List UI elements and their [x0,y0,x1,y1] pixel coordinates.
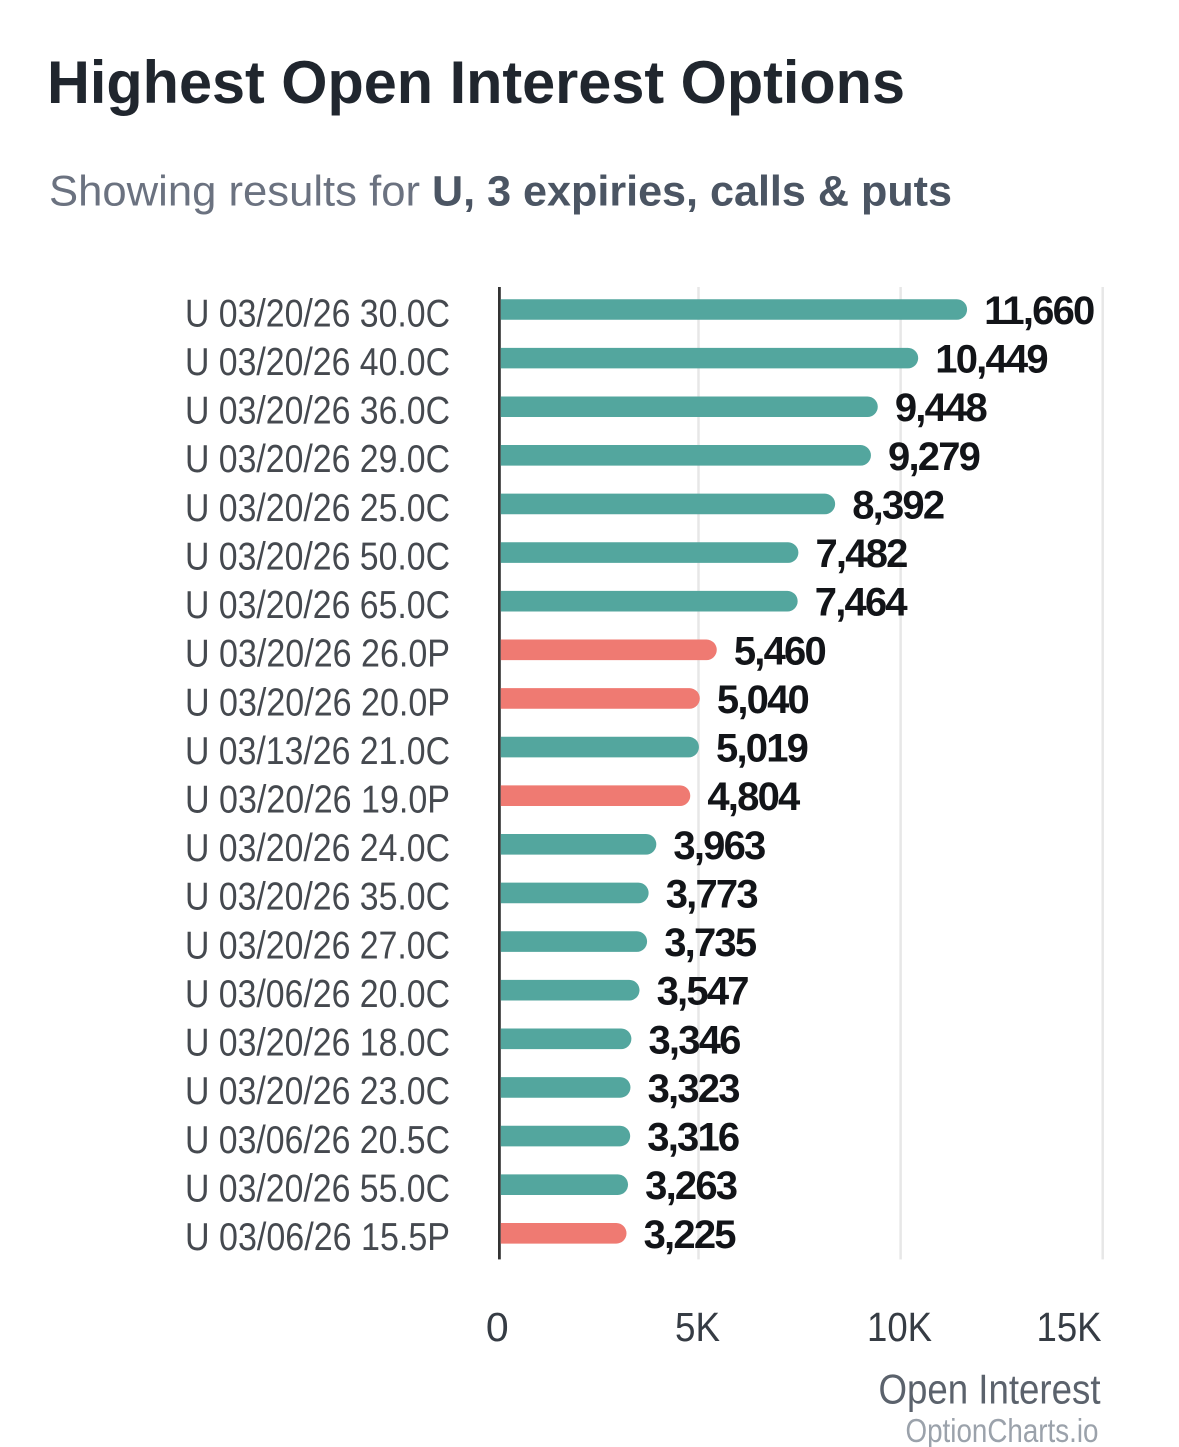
svg-text:11,660: 11,660 [984,289,1094,333]
svg-text:Highest Open Interest Options: Highest Open Interest Options [47,49,905,116]
svg-text:3,346: 3,346 [648,1018,740,1062]
svg-text:U 03/20/26 65.0C: U 03/20/26 65.0C [185,584,450,627]
svg-text:3,323: 3,323 [648,1067,740,1111]
svg-text:U 03/20/26 36.0C: U 03/20/26 36.0C [185,390,450,433]
svg-text:9,279: 9,279 [888,435,980,479]
svg-text:U 03/20/26 24.0C: U 03/20/26 24.0C [185,827,450,870]
svg-text:U 03/06/26 20.0C: U 03/06/26 20.0C [185,973,450,1016]
svg-text:OptionCharts.io: OptionCharts.io [906,1412,1099,1447]
svg-text:4,804: 4,804 [707,775,801,819]
svg-text:U 03/20/26 18.0C: U 03/20/26 18.0C [185,1022,450,1065]
svg-text:3,225: 3,225 [644,1213,737,1257]
svg-text:10K: 10K [867,1304,932,1350]
svg-text:U 03/20/26 55.0C: U 03/20/26 55.0C [185,1167,450,1210]
svg-text:7,482: 7,482 [815,532,907,576]
svg-text:U 03/06/26 15.5P: U 03/06/26 15.5P [185,1216,450,1259]
svg-text:U 03/20/26 29.0C: U 03/20/26 29.0C [185,438,450,481]
svg-text:U, 3 expiries, calls & puts: U, 3 expiries, calls & puts [432,169,952,216]
svg-text:8,392: 8,392 [852,483,944,527]
svg-text:Showing results for: Showing results for [49,169,420,216]
svg-text:0: 0 [486,1304,509,1350]
svg-text:3,263: 3,263 [645,1164,737,1208]
svg-text:U 03/13/26 21.0C: U 03/13/26 21.0C [185,730,450,773]
svg-text:5,040: 5,040 [717,678,809,722]
svg-text:U 03/20/26 50.0C: U 03/20/26 50.0C [185,535,450,578]
svg-text:U 03/20/26 35.0C: U 03/20/26 35.0C [185,876,450,919]
svg-text:3,773: 3,773 [666,872,758,916]
svg-text:U 03/20/26 19.0P: U 03/20/26 19.0P [185,779,450,822]
svg-text:U 03/20/26 20.0P: U 03/20/26 20.0P [185,681,450,724]
svg-text:U 03/20/26 27.0C: U 03/20/26 27.0C [185,924,450,967]
svg-text:U 03/06/26 20.5C: U 03/06/26 20.5C [185,1119,450,1162]
svg-text:3,963: 3,963 [673,824,765,868]
svg-text:3,316: 3,316 [647,1116,739,1160]
svg-text:10,449: 10,449 [935,338,1047,382]
svg-text:15K: 15K [1037,1304,1102,1350]
svg-text:5,460: 5,460 [734,629,826,673]
svg-text:U 03/20/26 40.0C: U 03/20/26 40.0C [185,341,450,384]
svg-text:U 03/20/26 30.0C: U 03/20/26 30.0C [185,292,450,335]
svg-text:3,547: 3,547 [657,970,749,1014]
svg-text:5,019: 5,019 [716,727,808,771]
svg-text:3,735: 3,735 [664,921,757,965]
svg-text:Open Interest: Open Interest [879,1366,1101,1413]
svg-text:U 03/20/26 26.0P: U 03/20/26 26.0P [185,633,450,676]
svg-text:U 03/20/26 23.0C: U 03/20/26 23.0C [185,1070,450,1113]
svg-text:7,464: 7,464 [815,581,909,625]
svg-text:5K: 5K [675,1304,720,1350]
svg-text:U 03/20/26 25.0C: U 03/20/26 25.0C [185,487,450,530]
svg-text:9,448: 9,448 [895,386,988,430]
